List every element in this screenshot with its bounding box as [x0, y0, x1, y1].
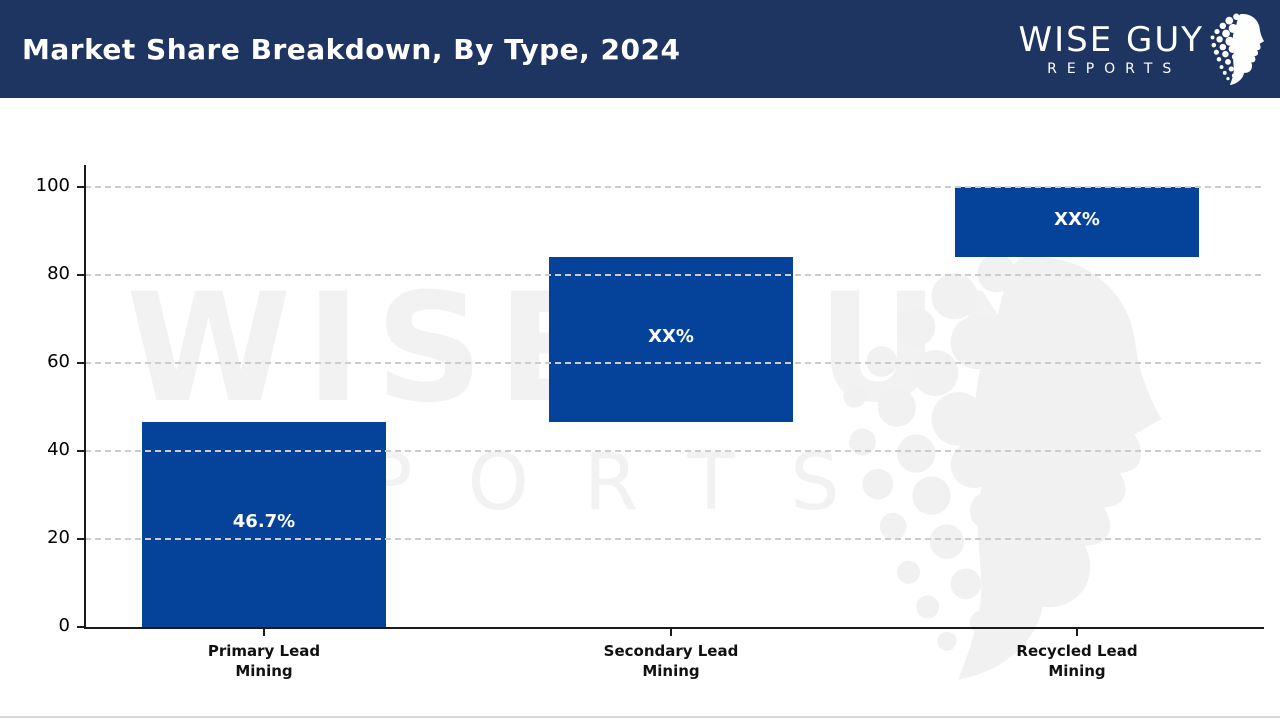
header-band: Market Share Breakdown, By Type, 2024 WI…: [0, 0, 1280, 98]
bar: [955, 187, 1199, 258]
x-category-label: Recycled Lead Mining: [927, 641, 1227, 681]
y-tick-mark: [77, 362, 85, 364]
x-category-label: Secondary Lead Mining: [521, 641, 821, 681]
logo-text: WISE GUY REPORTS: [1018, 22, 1204, 77]
bar: [142, 421, 386, 627]
y-tick-label: 0: [58, 615, 70, 636]
x-category-label: Primary Lead Mining: [114, 641, 414, 681]
y-tick-label: 100: [35, 175, 70, 196]
gridline: [85, 274, 1262, 276]
y-tick-label: 20: [47, 527, 70, 548]
x-category-label-line: Recycled Lead: [1016, 642, 1138, 660]
page-title: Market Share Breakdown, By Type, 2024: [22, 32, 681, 66]
y-tick-label: 40: [47, 439, 70, 460]
y-tick-mark: [77, 450, 85, 452]
x-category-label-line: Secondary Lead: [603, 642, 739, 660]
wiseguy-logo: WISE GUY REPORTS: [1018, 10, 1266, 88]
watermark-head-icon: [843, 254, 1162, 680]
y-tick-label: 60: [47, 351, 70, 372]
gridline: [85, 362, 1262, 364]
x-category-label-line: Mining: [1048, 662, 1106, 680]
bar-value-label: 46.7%: [232, 511, 296, 533]
x-tick-mark: [670, 629, 672, 636]
logo-subtitle: REPORTS: [1047, 60, 1182, 77]
gridline: [85, 450, 1262, 452]
y-tick-mark: [77, 538, 85, 540]
x-category-label-line: Mining: [235, 662, 293, 680]
x-axis-line: [84, 627, 1264, 629]
gridline: [85, 538, 1262, 540]
y-tick-label: 80: [47, 263, 70, 284]
x-category-label-line: Primary Lead: [207, 642, 321, 660]
x-tick-mark: [1076, 629, 1078, 636]
bar-value-label: XX%: [648, 326, 694, 348]
x-category-label-line: Mining: [642, 662, 700, 680]
x-tick-mark: [263, 629, 265, 636]
y-tick-mark: [77, 186, 85, 188]
bar-value-label: XX%: [1054, 209, 1100, 231]
logo-wordmark: WISE GUY: [1018, 19, 1204, 60]
footer-divider: [0, 716, 1280, 718]
gridline: [85, 186, 1262, 188]
logo-head-icon: [1210, 13, 1265, 86]
y-tick-mark: [77, 274, 85, 276]
bar: [549, 257, 793, 422]
y-axis-line: [84, 165, 86, 629]
y-tick-mark: [77, 626, 85, 628]
